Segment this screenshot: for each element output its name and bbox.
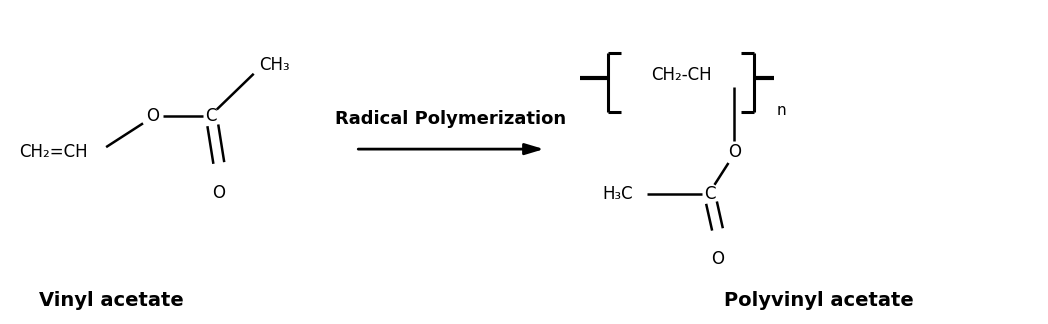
Text: C: C [205, 107, 217, 125]
Text: CH₃: CH₃ [259, 56, 289, 74]
Text: O: O [213, 184, 225, 202]
Text: n: n [777, 103, 786, 118]
Text: Radical Polymerization: Radical Polymerization [334, 110, 566, 128]
Text: O: O [728, 143, 741, 161]
Text: Polyvinyl acetate: Polyvinyl acetate [724, 291, 914, 310]
Text: CH₂=CH: CH₂=CH [19, 143, 88, 161]
Text: O: O [147, 107, 159, 125]
Text: Vinyl acetate: Vinyl acetate [39, 291, 183, 310]
Text: C: C [704, 185, 715, 203]
Text: H₃C: H₃C [603, 185, 633, 203]
Text: CH₂-CH: CH₂-CH [651, 66, 712, 84]
Text: O: O [711, 250, 724, 268]
